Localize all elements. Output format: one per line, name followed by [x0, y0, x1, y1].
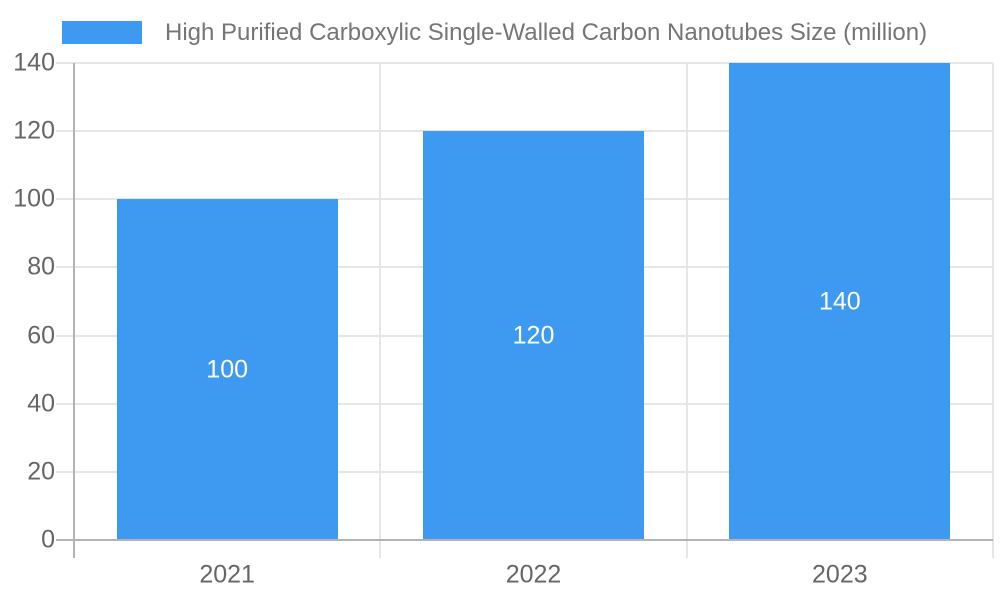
legend[interactable]: High Purified Carboxylic Single-Walled C…: [62, 10, 927, 55]
bar-value-label: 100: [206, 355, 249, 384]
gridline-horizontal: [74, 62, 993, 64]
x-axis-line: [56, 539, 993, 541]
y-axis-tick-mark: [56, 334, 74, 337]
y-axis-tick-mark: [56, 266, 74, 269]
bar[interactable]: [423, 131, 644, 540]
y-axis-tick-label: 40: [27, 389, 55, 418]
bar-value-label: 140: [818, 287, 861, 315]
y-axis-tick-label: 0: [41, 525, 55, 554]
gridline-vertical: [686, 63, 688, 558]
y-axis-tick-mark: [56, 62, 74, 64]
x-axis-tick-label: 2021: [199, 560, 255, 589]
y-axis-tick-mark: [56, 198, 74, 201]
bar[interactable]: [116, 199, 338, 540]
y-axis-tick-label: 20: [27, 457, 55, 486]
gridline-vertical: [992, 63, 994, 558]
bar-value-label: 120: [512, 321, 555, 350]
x-axis-tick-label: 2022: [505, 560, 562, 589]
y-axis-tick-label: 120: [13, 116, 55, 145]
y-axis-line: [73, 63, 75, 558]
y-axis-tick-label: 80: [27, 252, 55, 281]
y-axis-tick-mark: [56, 130, 74, 133]
bar[interactable]: [729, 63, 951, 540]
legend-label: High Purified Carboxylic Single-Walled C…: [165, 18, 928, 46]
plot-area: 0 20 40 60 80 100 120 140 100 2021 120 2022 140 2023: [13, 49, 994, 589]
y-axis-tick-label: 100: [13, 184, 55, 213]
x-axis-tick-label: 2023: [812, 560, 868, 589]
y-axis-tick-label: 60: [27, 321, 55, 350]
legend-swatch-icon: [62, 21, 142, 44]
y-axis-tick-label: 140: [13, 48, 55, 77]
y-axis-tick-mark: [56, 402, 74, 405]
gridline-vertical: [379, 63, 381, 558]
y-axis-tick-mark: [56, 470, 74, 473]
